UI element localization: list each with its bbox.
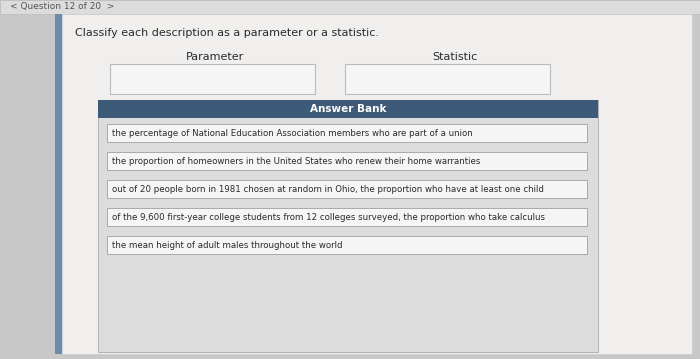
Text: of the 9,600 first-year college students from 12 colleges surveyed, the proporti: of the 9,600 first-year college students… [112,213,545,222]
Bar [107,124,587,142]
Bar [0,0,700,14]
Bar [107,152,587,170]
Bar [55,14,62,354]
Text: the percentage of National Education Association members who are part of a union: the percentage of National Education Ass… [112,129,472,137]
Text: Classify each description as a parameter or a statistic.: Classify each description as a parameter… [75,28,379,38]
Text: the mean height of adult males throughout the world: the mean height of adult males throughou… [112,241,342,250]
Text: out of 20 people born in 1981 chosen at random in Ohio, the proportion who have : out of 20 people born in 1981 chosen at … [112,185,544,194]
Bar [110,64,315,94]
Bar [345,64,550,94]
Bar [107,180,587,198]
Bar [98,100,598,118]
Text: Parameter: Parameter [186,52,244,62]
Bar [107,236,587,254]
Text: Statistic: Statistic [433,52,477,62]
Text: < Question 12 of 20  >: < Question 12 of 20 > [10,3,115,11]
Text: the proportion of homeowners in the United States who renew their home warrantie: the proportion of homeowners in the Unit… [112,157,480,165]
Text: Answer Bank: Answer Bank [309,104,386,114]
Bar [98,100,598,352]
Bar [107,208,587,226]
